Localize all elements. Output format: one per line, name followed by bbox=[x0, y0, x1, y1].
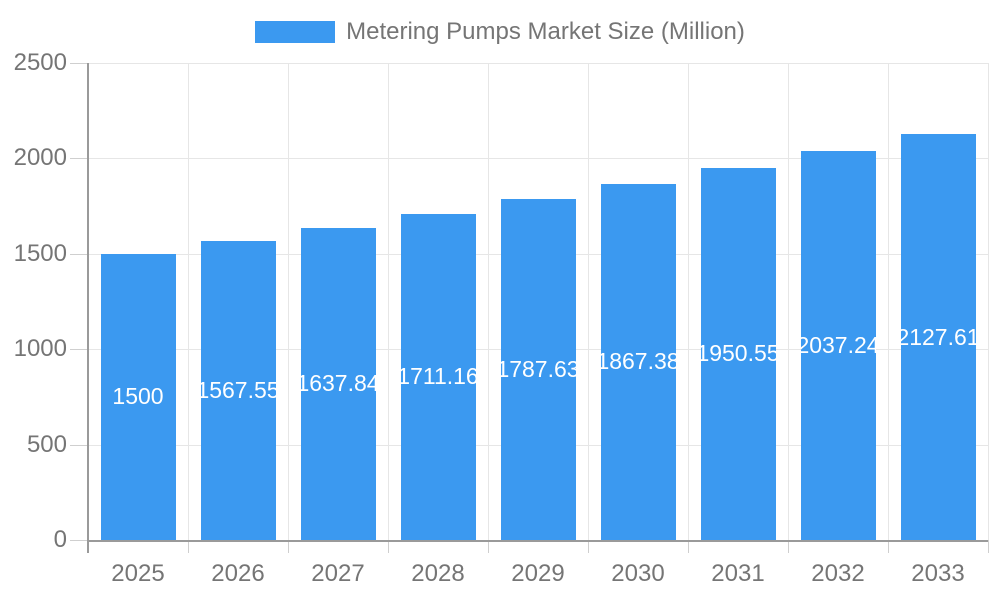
gridline-vertical bbox=[788, 63, 789, 540]
bar-2031[interactable] bbox=[700, 167, 776, 540]
x-axis-tick-label: 2028 bbox=[411, 560, 465, 587]
y-axis-tick-label: 2000 bbox=[13, 144, 67, 172]
y-axis-tick bbox=[70, 444, 88, 446]
legend-swatch bbox=[255, 21, 336, 43]
x-axis-tick-label: 2026 bbox=[211, 560, 265, 587]
gridline-vertical bbox=[988, 63, 989, 540]
gridline-horizontal bbox=[88, 158, 988, 160]
bar-2029[interactable] bbox=[500, 198, 576, 540]
y-axis-tick bbox=[70, 158, 88, 160]
y-axis-tick-label: 1000 bbox=[13, 335, 67, 363]
y-axis-tick bbox=[70, 540, 88, 541]
gridline-vertical bbox=[288, 63, 289, 540]
y-axis-tick-label: 2500 bbox=[13, 49, 67, 76]
gridline-vertical bbox=[888, 63, 889, 540]
gridline-vertical bbox=[688, 63, 689, 540]
x-axis-tick-label: 2033 bbox=[911, 560, 965, 587]
y-axis-tick bbox=[70, 253, 88, 255]
x-axis-tick-label: 2032 bbox=[811, 560, 865, 587]
legend-label: Metering Pumps Market Size (Million) bbox=[346, 18, 745, 45]
bar-2030[interactable] bbox=[600, 183, 676, 540]
y-axis-tick-label: 0 bbox=[53, 526, 67, 553]
x-axis-tick bbox=[988, 540, 989, 553]
y-axis-tick-label: 1500 bbox=[13, 239, 67, 267]
bar-2033[interactable] bbox=[900, 134, 976, 540]
x-axis-tick-label: 2027 bbox=[311, 560, 365, 587]
chart-legend[interactable]: Metering Pumps Market Size (Million) bbox=[0, 10, 1000, 54]
bar-2032[interactable] bbox=[800, 151, 876, 540]
x-axis-tick bbox=[88, 540, 89, 553]
x-axis-tick bbox=[288, 540, 289, 553]
gridline-vertical bbox=[388, 63, 389, 540]
y-axis-tick bbox=[70, 349, 88, 351]
y-axis-tick-label: 500 bbox=[26, 430, 67, 458]
x-axis-tick bbox=[388, 540, 389, 553]
y-axis-line bbox=[86, 63, 89, 553]
x-axis-tick bbox=[688, 540, 689, 553]
x-axis-tick bbox=[788, 540, 789, 553]
x-axis-tick bbox=[888, 540, 889, 553]
gridline-vertical bbox=[588, 63, 589, 540]
bar-2026[interactable] bbox=[200, 240, 276, 540]
x-axis-tick-label: 2031 bbox=[711, 560, 765, 587]
gridline-horizontal bbox=[88, 63, 988, 64]
x-axis-tick bbox=[588, 540, 589, 553]
x-axis-tick-label: 2030 bbox=[611, 560, 665, 587]
bar-2027[interactable] bbox=[300, 227, 376, 540]
y-axis-tick bbox=[70, 63, 88, 64]
bar-2025[interactable] bbox=[100, 253, 176, 540]
x-axis-tick-label: 2025 bbox=[111, 560, 165, 587]
gridline-vertical bbox=[188, 63, 189, 540]
x-axis-tick bbox=[488, 540, 489, 553]
x-axis-tick bbox=[188, 540, 189, 553]
x-axis-line bbox=[86, 540, 988, 542]
x-axis-tick-label: 2029 bbox=[511, 560, 565, 587]
bar-2028[interactable] bbox=[400, 213, 476, 540]
gridline-vertical bbox=[488, 63, 489, 540]
